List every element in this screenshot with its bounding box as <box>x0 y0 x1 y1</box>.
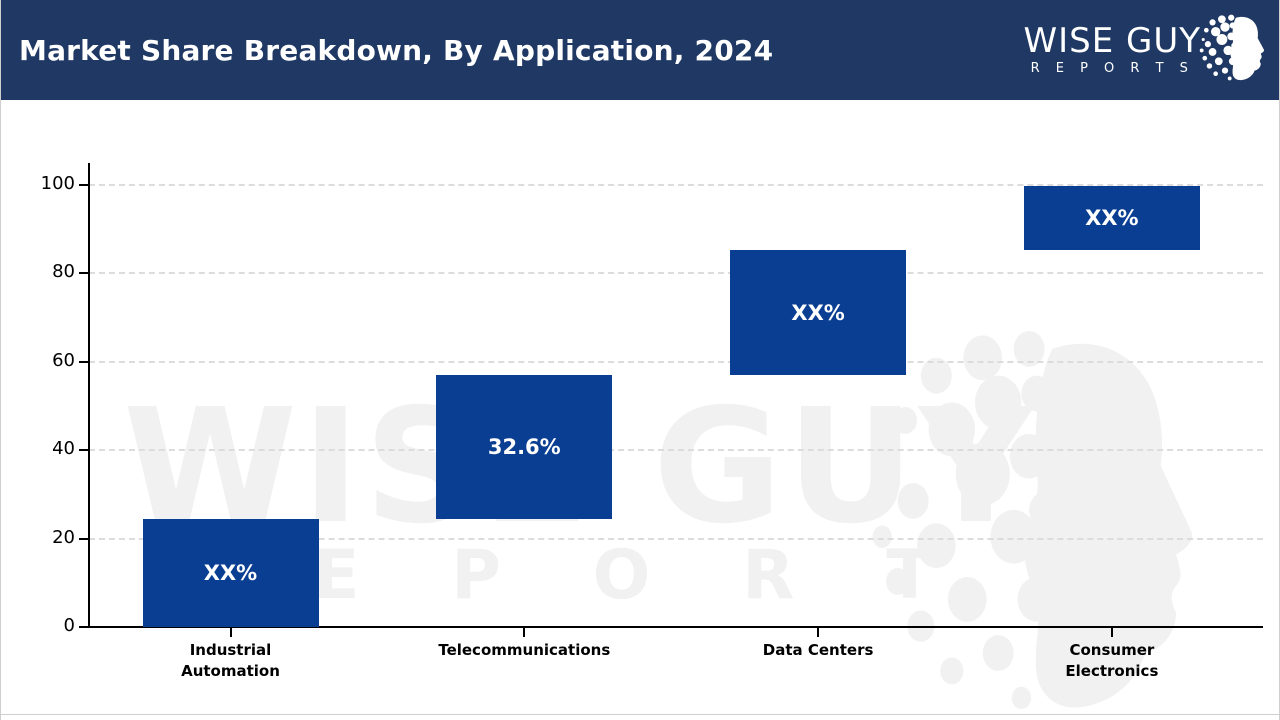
y-tick-label-80: 80 <box>52 261 75 283</box>
bar-industrial-automation: XX% <box>142 518 319 627</box>
bar-telecommunications: 32.6% <box>436 374 613 519</box>
gridline-100 <box>89 184 1263 186</box>
x-tick-mark-3 <box>1110 628 1113 637</box>
gridline-40 <box>89 449 1263 452</box>
x-tick-label-2: Data Centers <box>762 641 874 659</box>
brand-logo: WISE GUY R E P O R T S <box>1023 4 1267 96</box>
bar-value-label: 32.6% <box>487 434 561 459</box>
gridline-20 <box>89 537 1263 540</box>
y-tick-mark-20 <box>79 537 88 540</box>
x-tick-mark-2 <box>817 628 820 637</box>
x-tick-label-0: Industrial Automation <box>181 641 280 680</box>
bar-value-label: XX% <box>791 300 845 325</box>
x-tick-mark-0 <box>229 628 232 637</box>
brand-tagline: R E P O R T S <box>1030 61 1194 76</box>
x-axis-line <box>88 626 1263 628</box>
x-tick-mark-1 <box>523 628 526 637</box>
figure-bottom-border <box>1 714 1279 715</box>
brand-name: WISE GUY <box>1023 21 1201 61</box>
x-tick-label-1: Telecommunications <box>438 641 611 659</box>
gridline-80 <box>89 272 1263 275</box>
y-tick-mark-100 <box>79 184 88 186</box>
y-tick-label-20: 20 <box>52 526 75 548</box>
gridline-60 <box>89 360 1263 363</box>
y-tick-mark-60 <box>79 360 88 363</box>
x-tick-label-3: Consumer Electronics <box>1065 641 1159 680</box>
bar-value-label: XX% <box>203 560 258 585</box>
y-tick-mark-40 <box>79 449 88 452</box>
brand-logo-text: WISE GUY R E P O R T S <box>1023 24 1201 76</box>
watermark-head-icon <box>872 330 1193 709</box>
y-tick-label-40: 40 <box>52 438 75 460</box>
page-title: Market Share Breakdown, By Application, … <box>19 33 774 67</box>
y-tick-mark-80 <box>79 272 88 275</box>
bar-data-centers: XX% <box>730 250 907 375</box>
header: Market Share Breakdown, By Application, … <box>1 0 1279 100</box>
brand-head-icon <box>1199 14 1265 81</box>
y-tick-label-0: 0 <box>63 615 75 636</box>
y-axis-line <box>88 163 90 628</box>
bar-consumer-electronics: XX% <box>1023 185 1200 251</box>
bar-value-label: XX% <box>1085 206 1139 231</box>
y-tick-label-100: 100 <box>40 173 75 194</box>
y-tick-mark-0 <box>79 626 88 628</box>
y-tick-label-60: 60 <box>52 349 75 371</box>
